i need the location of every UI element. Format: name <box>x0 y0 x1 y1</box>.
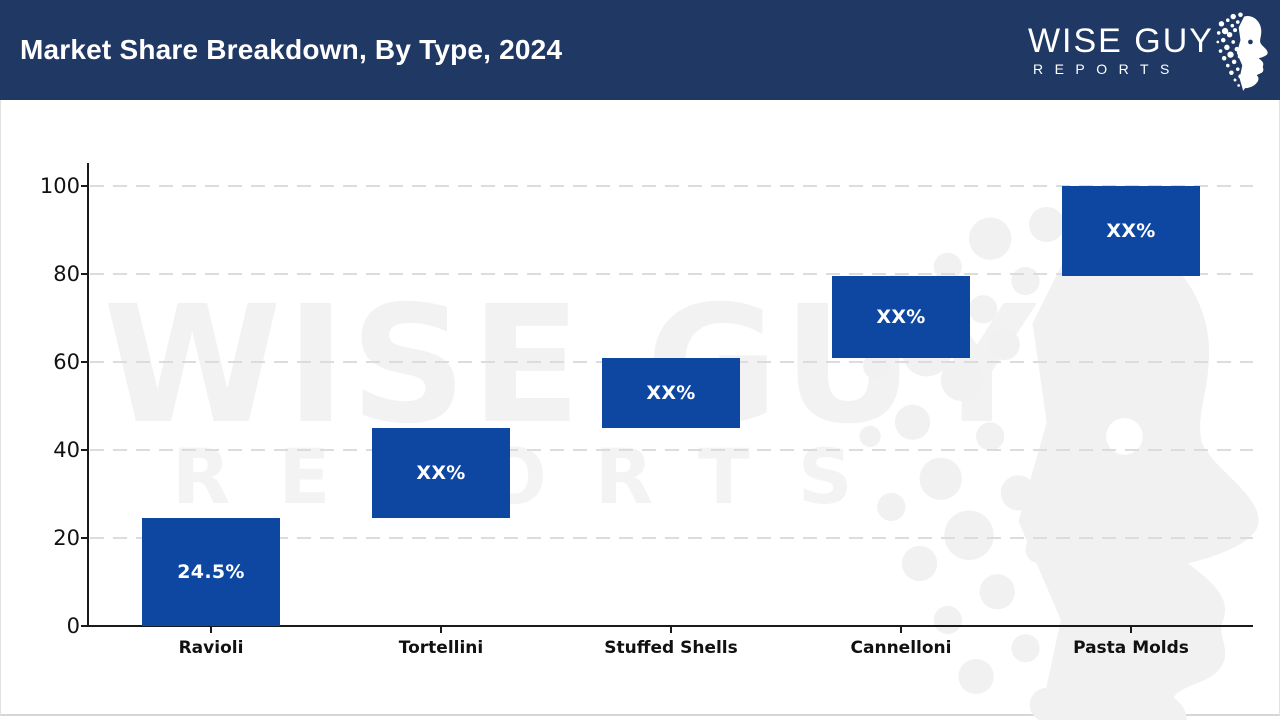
y-tick-0 <box>81 625 87 627</box>
brand-logo: WISE GUY REPORTS <box>1028 0 1274 100</box>
y-tick-label-0: 0 <box>66 614 80 638</box>
y-tick-label-40: 40 <box>53 438 80 462</box>
y-tick-60 <box>81 361 87 363</box>
bar-value-label: XX% <box>1106 220 1156 243</box>
y-tick-label-100: 100 <box>39 174 80 198</box>
y-tick-80 <box>81 273 87 275</box>
y-tick-label-60: 60 <box>53 350 80 374</box>
y-tick-label-20: 20 <box>53 526 80 550</box>
category-label-5: Pasta Molds <box>1073 638 1189 658</box>
gridline-20 <box>90 537 1253 539</box>
x-tick-1 <box>210 627 212 633</box>
brand-logo-text: WISE GUY REPORTS <box>1028 23 1214 77</box>
page-title: Market Share Breakdown, By Type, 2024 <box>20 34 563 65</box>
bar-value-label: XX% <box>416 462 466 485</box>
x-tick-3 <box>670 627 672 633</box>
gridline-100 <box>90 185 1253 187</box>
logo-wordmark: WISE GUY <box>1027 22 1214 60</box>
x-tick-2 <box>440 627 442 633</box>
y-tick-40 <box>81 449 87 451</box>
bar-cannelloni: XX% <box>832 276 970 358</box>
category-label-1: Ravioli <box>178 638 244 658</box>
bar-pasta-molds: XX% <box>1062 186 1200 277</box>
x-tick-5 <box>1130 627 1132 633</box>
bar-value-label: XX% <box>646 381 696 404</box>
logo-subtitle: REPORTS <box>1032 61 1181 77</box>
y-axis-line <box>87 163 89 627</box>
bar-value-label: XX% <box>876 305 926 328</box>
category-label-4: Cannelloni <box>850 638 952 658</box>
header-bar: Market Share Breakdown, By Type, 2024 WI… <box>0 0 1280 100</box>
gridline-80 <box>90 273 1253 275</box>
y-tick-100 <box>81 185 87 187</box>
bar-stuffed-shells: XX% <box>602 357 740 428</box>
bar-value-label: 24.5% <box>177 561 245 584</box>
category-label-2: Tortellini <box>398 638 484 658</box>
bar-ravioli: 24.5% <box>142 518 280 626</box>
y-tick-20 <box>81 537 87 539</box>
category-label-3: Stuffed Shells <box>604 638 738 658</box>
gridline-40 <box>90 449 1253 451</box>
bar-tortellini: XX% <box>372 428 510 519</box>
y-tick-label-80: 80 <box>53 262 80 286</box>
x-tick-4 <box>900 627 902 633</box>
x-axis-line <box>87 625 1253 627</box>
logo-head-profile-icon <box>1216 12 1268 91</box>
